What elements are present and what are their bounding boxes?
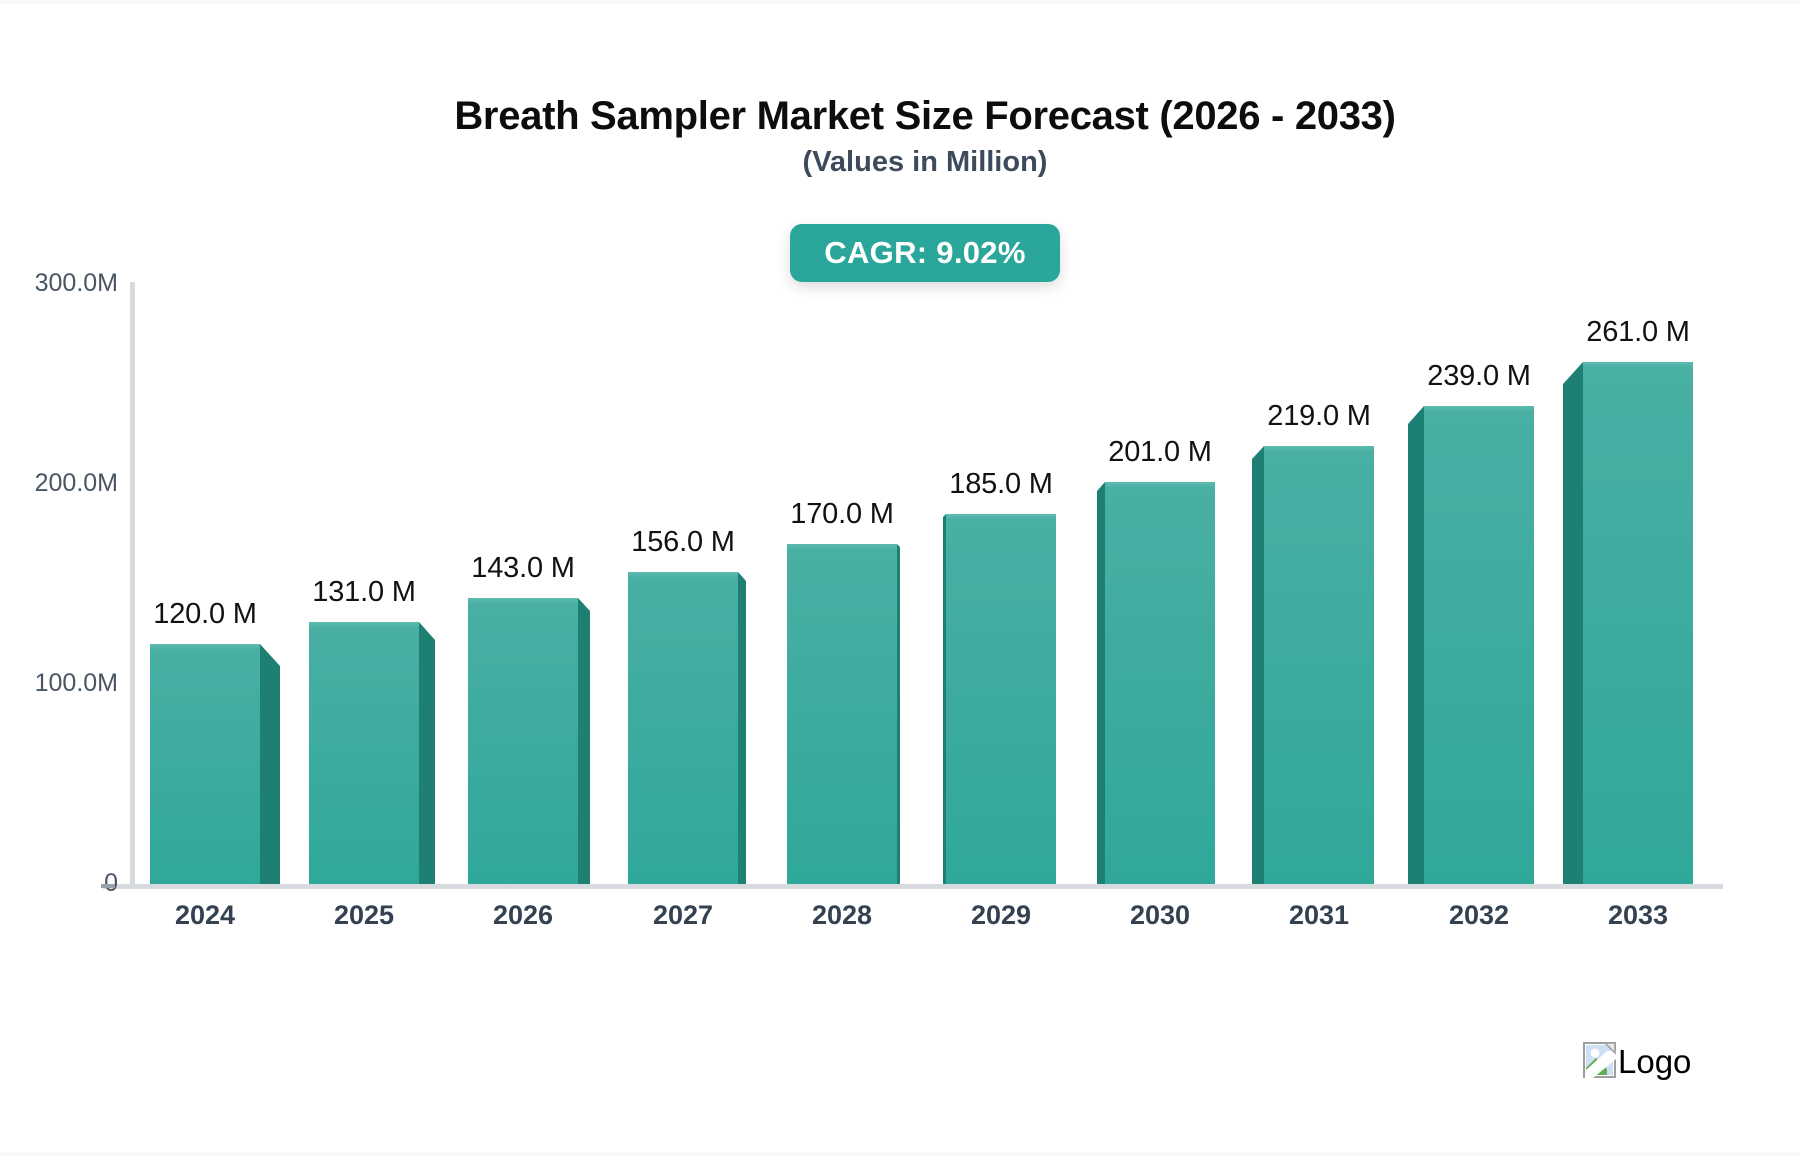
y-tick-label: 300.0M (34, 269, 118, 297)
bar-value-label: 261.0 M (1586, 316, 1690, 348)
zero-tick-dash (101, 884, 115, 888)
bar-side (1252, 446, 1264, 884)
bar-side (738, 572, 746, 884)
logo: Logo (1583, 1038, 1691, 1086)
page-subtitle: (Values in Million) (802, 146, 1048, 178)
bar-side (1563, 362, 1583, 884)
x-category-label: 2031 (1288, 900, 1350, 930)
page-title: Breath Sampler Market Size Forecast (202… (454, 94, 1396, 138)
bar-face (628, 572, 738, 884)
bar-value-label: 239.0 M (1427, 360, 1531, 392)
bar-face (150, 644, 260, 884)
y-tick-label: 100.0M (34, 669, 118, 697)
bar-value-label: 156.0 M (631, 526, 735, 558)
x-category-label: 2027 (652, 900, 714, 930)
y-tick-label: 0 (104, 869, 118, 897)
x-category-label: 2033 (1607, 900, 1669, 930)
bar-value-label: 185.0 M (949, 468, 1053, 500)
bar-value-label: 131.0 M (312, 576, 416, 608)
bar-face (1105, 482, 1215, 884)
bar-value-label: 219.0 M (1267, 400, 1371, 432)
x-category-label: 2032 (1448, 900, 1510, 930)
bar-face (309, 622, 419, 884)
bar-face (946, 514, 1056, 884)
bar-side (419, 622, 435, 884)
bar-face (1264, 446, 1374, 884)
bar-side (1097, 482, 1105, 884)
bar-value-label: 120.0 M (153, 598, 257, 630)
bar-value-label: 143.0 M (471, 552, 575, 584)
bar-value-label: 201.0 M (1108, 436, 1212, 468)
x-category-label: 2029 (970, 900, 1032, 930)
bar-value-label: 170.0 M (790, 498, 894, 530)
bar-side (897, 544, 900, 884)
bar-face (468, 598, 578, 884)
x-category-label: 2028 (811, 900, 873, 930)
bar-face (787, 544, 897, 884)
y-tick-label: 200.0M (34, 469, 118, 497)
bar-side (260, 644, 280, 884)
bottom-edge-strip (0, 1152, 1800, 1156)
x-category-label: 2026 (492, 900, 554, 930)
cagr-badge: CAGR: 9.02% (790, 224, 1060, 282)
logo-text: Logo (1618, 1043, 1692, 1080)
x-category-label: 2024 (174, 900, 236, 930)
x-category-label: 2030 (1129, 900, 1191, 930)
bar-side (578, 598, 590, 884)
x-axis-line (103, 884, 1723, 889)
bar-side (943, 514, 946, 884)
top-edge-strip (0, 0, 1800, 4)
bar-face (1583, 362, 1693, 884)
y-axis-line (130, 282, 135, 889)
cagr-badge-label: CAGR: 9.02% (824, 235, 1026, 270)
x-category-label: 2025 (333, 900, 395, 930)
bar-face (1424, 406, 1534, 884)
broken-image-icon (1583, 1042, 1616, 1078)
bar-side (1408, 406, 1424, 884)
